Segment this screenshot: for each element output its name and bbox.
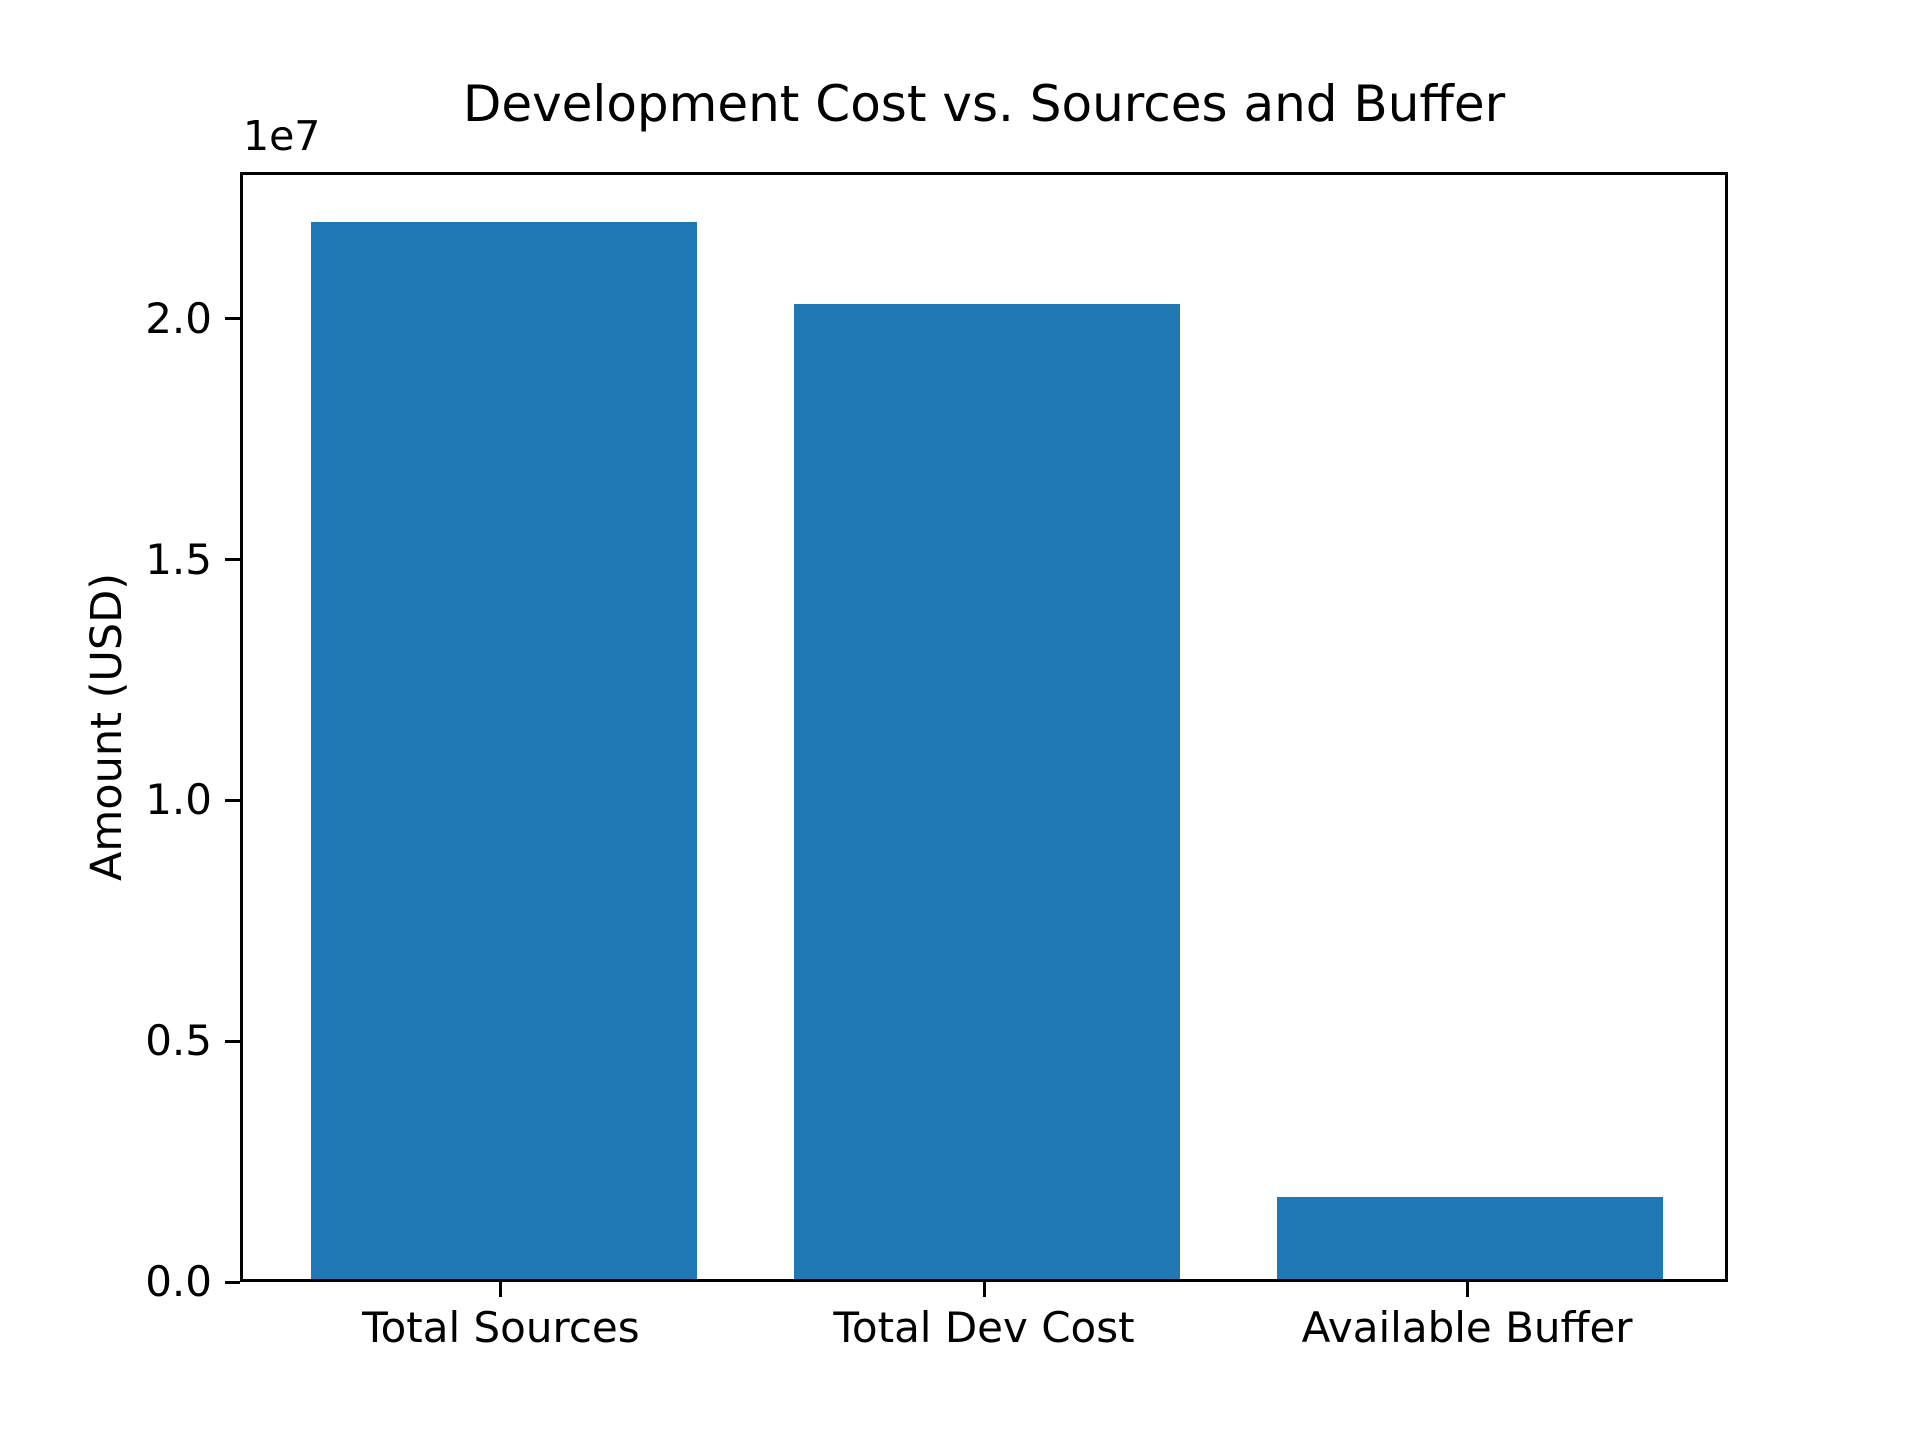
x-tick-mark <box>1465 1282 1469 1297</box>
y-tick-mark <box>225 798 240 802</box>
y-tick-mark <box>225 1039 240 1043</box>
y-tick-label: 0.0 <box>145 1257 212 1306</box>
chart-title: Development Cost vs. Sources and Buffer <box>462 75 1506 133</box>
y-axis-label: Amount (USD) <box>82 572 132 882</box>
y-tick-label: 1.0 <box>145 775 212 825</box>
y-axis-offset-label: 1e7 <box>243 112 321 160</box>
y-tick-label: 0.5 <box>145 1016 212 1066</box>
y-tick-mark <box>225 317 240 321</box>
x-tick-label: Total Sources <box>362 1303 640 1352</box>
plot-area <box>240 172 1728 1282</box>
bar-total-dev-cost <box>793 303 1181 1279</box>
x-tick-label: Total Dev Cost <box>833 1303 1135 1352</box>
x-tick-label: Available Buffer <box>1301 1303 1633 1352</box>
bar-total-sources <box>310 221 698 1279</box>
bar-available-buffer <box>1276 1197 1664 1279</box>
y-tick-label: 2.0 <box>145 293 212 343</box>
x-tick-mark <box>499 1282 503 1297</box>
x-tick-mark <box>982 1282 986 1297</box>
y-tick-mark <box>225 558 240 562</box>
y-tick-label: 1.5 <box>145 534 212 584</box>
y-tick-mark <box>225 1280 240 1284</box>
